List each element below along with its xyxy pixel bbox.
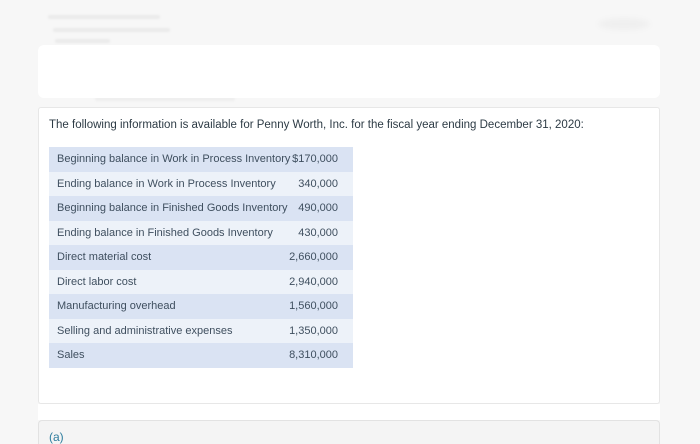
table-row: Beginning balance in Work in Process Inv… xyxy=(49,147,353,172)
part-label: (a) xyxy=(49,430,64,444)
row-label: Ending balance in Finished Goods Invento… xyxy=(57,226,273,239)
row-label: Beginning balance in Work in Process Inv… xyxy=(57,153,291,166)
question-intro: The following information is available f… xyxy=(49,119,584,131)
row-label: Direct material cost xyxy=(57,251,152,264)
redacted-text-line xyxy=(55,39,110,43)
row-label: Selling and administrative expenses xyxy=(57,324,233,337)
table-row: Manufacturing overhead 1,560,000 xyxy=(49,294,353,319)
row-value: 1,560,000 xyxy=(289,300,338,313)
row-value: 340,000 xyxy=(298,177,338,190)
redacted-text-line xyxy=(53,28,170,32)
row-label: Direct labor cost xyxy=(57,275,137,288)
row-value: 490,000 xyxy=(298,202,338,215)
row-value: 1,350,000 xyxy=(289,324,338,337)
row-value: 2,660,000 xyxy=(289,251,338,264)
table-row: Beginning balance in Finished Goods Inve… xyxy=(49,196,353,221)
table-row: Direct material cost 2,660,000 xyxy=(49,245,353,270)
table-row: Ending balance in Work in Process Invent… xyxy=(49,171,353,196)
row-label: Sales xyxy=(57,349,85,362)
redacted-text-line xyxy=(48,15,160,19)
row-label: Beginning balance in Finished Goods Inve… xyxy=(57,202,288,215)
table-row: Sales 8,310,000 xyxy=(49,343,353,368)
row-value: $170,000 xyxy=(292,153,338,166)
content-column-band xyxy=(38,404,660,420)
row-label: Ending balance in Work in Process Invent… xyxy=(57,177,276,190)
row-value: 430,000 xyxy=(298,226,338,239)
row-label: Manufacturing overhead xyxy=(57,300,176,313)
row-value: 2,940,000 xyxy=(289,275,338,288)
table-row: Selling and administrative expenses 1,35… xyxy=(49,318,353,343)
top-card xyxy=(38,45,660,98)
redacted-smudge xyxy=(598,18,650,30)
table-row: Direct labor cost 2,940,000 xyxy=(49,269,353,294)
financial-data-table: Beginning balance in Work in Process Inv… xyxy=(49,147,353,368)
table-row: Ending balance in Finished Goods Invento… xyxy=(49,220,353,245)
row-value: 8,310,000 xyxy=(289,349,338,362)
question-card: The following information is available f… xyxy=(38,107,660,404)
answer-section: (a) xyxy=(38,420,660,444)
